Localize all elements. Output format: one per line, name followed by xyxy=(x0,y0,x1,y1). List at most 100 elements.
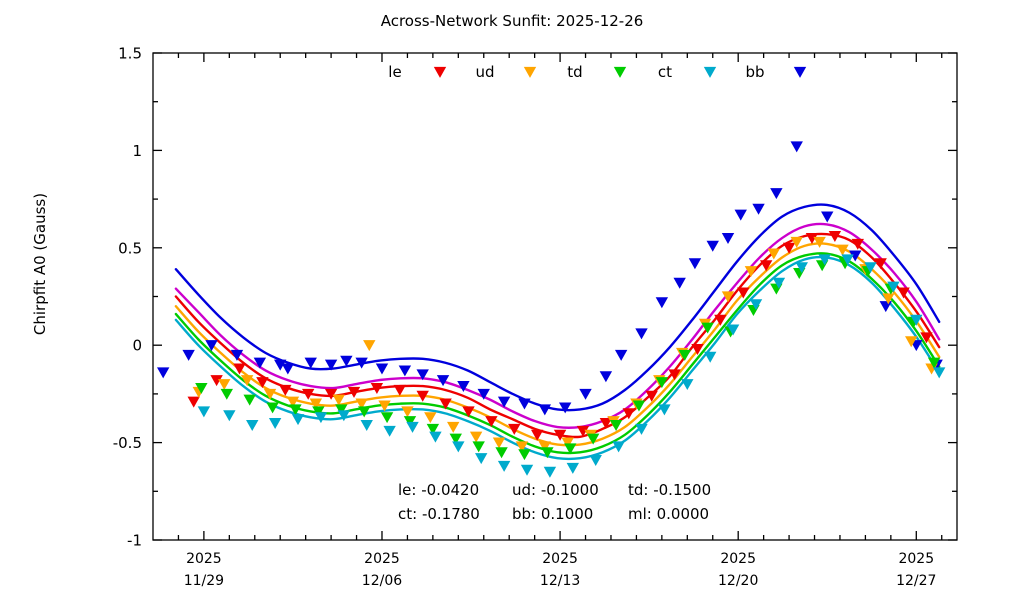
x-axis-ticks: 2025 11/29 2025 12/06 2025 12/13 2025 12/20 2025… xyxy=(184,53,936,589)
data-point-le xyxy=(897,287,910,299)
data-point-ct xyxy=(314,412,328,424)
data-point-ud xyxy=(378,400,391,412)
y-axis-ticks: -1 -0.5 0 0.5 1 1.5 xyxy=(113,45,957,550)
fit-curve-ct xyxy=(174,255,941,461)
data-point-ud xyxy=(882,293,895,305)
data-point-td xyxy=(220,388,233,400)
data-point-ct xyxy=(864,262,877,274)
data-point-ct xyxy=(795,262,808,274)
data-point-bb xyxy=(721,232,735,244)
legend-label-td: td xyxy=(567,63,582,81)
data-point-bb xyxy=(821,211,834,223)
data-point-ud xyxy=(905,336,918,348)
data-point-td xyxy=(586,433,600,445)
data-point-bb xyxy=(436,375,450,387)
data-point-td xyxy=(632,400,646,412)
data-point-td xyxy=(678,349,691,361)
data-point-ct xyxy=(543,466,557,478)
data-point-le xyxy=(256,377,269,389)
data-point-bb xyxy=(281,363,295,375)
fit-curve-bb xyxy=(174,203,941,412)
data-point-ud xyxy=(401,406,414,418)
data-point-bb xyxy=(734,209,747,221)
data-point-ct xyxy=(772,277,786,289)
data-point-ud xyxy=(218,379,231,391)
data-point-td xyxy=(335,404,348,416)
data-point-bb xyxy=(274,359,287,371)
legend-label-ct: ct xyxy=(658,63,672,81)
data-point-le xyxy=(828,231,842,243)
annotation-le: le: -0.0420 xyxy=(398,481,479,499)
data-point-le xyxy=(508,423,521,435)
data-point-le xyxy=(347,386,361,398)
data-point-bb xyxy=(398,365,412,377)
data-point-bb xyxy=(324,359,338,371)
data-point-ud xyxy=(561,437,574,449)
data-point-le xyxy=(737,287,750,299)
data-point-bb xyxy=(579,388,592,400)
data-point-ud xyxy=(790,236,803,248)
data-point-td xyxy=(518,449,531,461)
data-point-bb xyxy=(673,277,686,289)
data-point-ud xyxy=(286,396,300,408)
fit-offsets-annotation: le: -0.0420 ud: -0.1000 td: -0.1500 ct: -0.… xyxy=(398,481,711,523)
chart-title: Across-Network Sunfit: 2025-12-26 xyxy=(380,12,644,30)
data-point-le xyxy=(462,406,475,418)
data-point-le xyxy=(874,258,887,270)
data-point-td xyxy=(472,441,485,453)
data-point-ud xyxy=(263,388,277,400)
chart-legend: le ud td ct bb xyxy=(388,63,807,81)
data-point-bb xyxy=(355,357,368,369)
data-point-le xyxy=(187,396,200,408)
data-point-bb xyxy=(879,301,892,313)
data-point-bb xyxy=(790,141,803,153)
data-point-td xyxy=(609,419,623,431)
data-point-ct xyxy=(337,410,351,422)
data-point-td xyxy=(312,406,325,418)
legend-marker-ud xyxy=(523,66,537,78)
data-point-bb xyxy=(599,371,613,383)
data-point-ct xyxy=(726,324,740,336)
data-point-le xyxy=(416,390,429,402)
data-point-ud xyxy=(424,412,437,424)
data-point-td xyxy=(195,382,208,394)
annotation-ml: ml: 0.0000 xyxy=(628,505,709,523)
data-point-td xyxy=(426,423,440,435)
y-tick-label: -1 xyxy=(127,532,142,550)
x-tick-label-date: 11/29 xyxy=(184,573,224,589)
data-point-bb xyxy=(375,363,389,375)
annotation-td: td: -0.1500 xyxy=(628,481,711,499)
data-point-ct xyxy=(452,441,465,453)
data-point-le xyxy=(691,344,704,355)
x-tick-label-year: 2025 xyxy=(720,551,756,567)
data-point-bb xyxy=(182,349,195,361)
x-tick-label-year: 2025 xyxy=(364,551,400,567)
data-point-le xyxy=(324,388,338,400)
data-point-ct xyxy=(406,421,419,433)
data-point-ud xyxy=(447,421,460,433)
data-point-ud xyxy=(721,291,735,303)
data-point-le xyxy=(530,429,544,441)
data-point-le xyxy=(714,314,727,326)
data-point-ct xyxy=(704,351,717,363)
data-point-bb xyxy=(655,297,669,309)
data-point-bb xyxy=(518,398,531,410)
x-tick-label-year: 2025 xyxy=(542,551,578,567)
minor-ticks xyxy=(153,53,957,540)
x-tick-label-date: 12/13 xyxy=(540,573,580,589)
data-point-le xyxy=(645,390,658,402)
data-point-td xyxy=(564,443,577,455)
data-point-le xyxy=(485,416,498,428)
data-point-td xyxy=(541,447,554,459)
data-point-bb xyxy=(752,203,765,215)
y-tick-label: 0.5 xyxy=(118,239,142,257)
data-point-le xyxy=(553,429,567,441)
data-point-ct xyxy=(910,314,923,326)
data-point-le xyxy=(851,238,864,250)
data-point-td xyxy=(266,402,279,414)
data-point-ud xyxy=(240,375,254,387)
fit-curves xyxy=(174,203,941,461)
data-point-ct xyxy=(681,379,694,391)
data-point-le xyxy=(370,382,384,394)
